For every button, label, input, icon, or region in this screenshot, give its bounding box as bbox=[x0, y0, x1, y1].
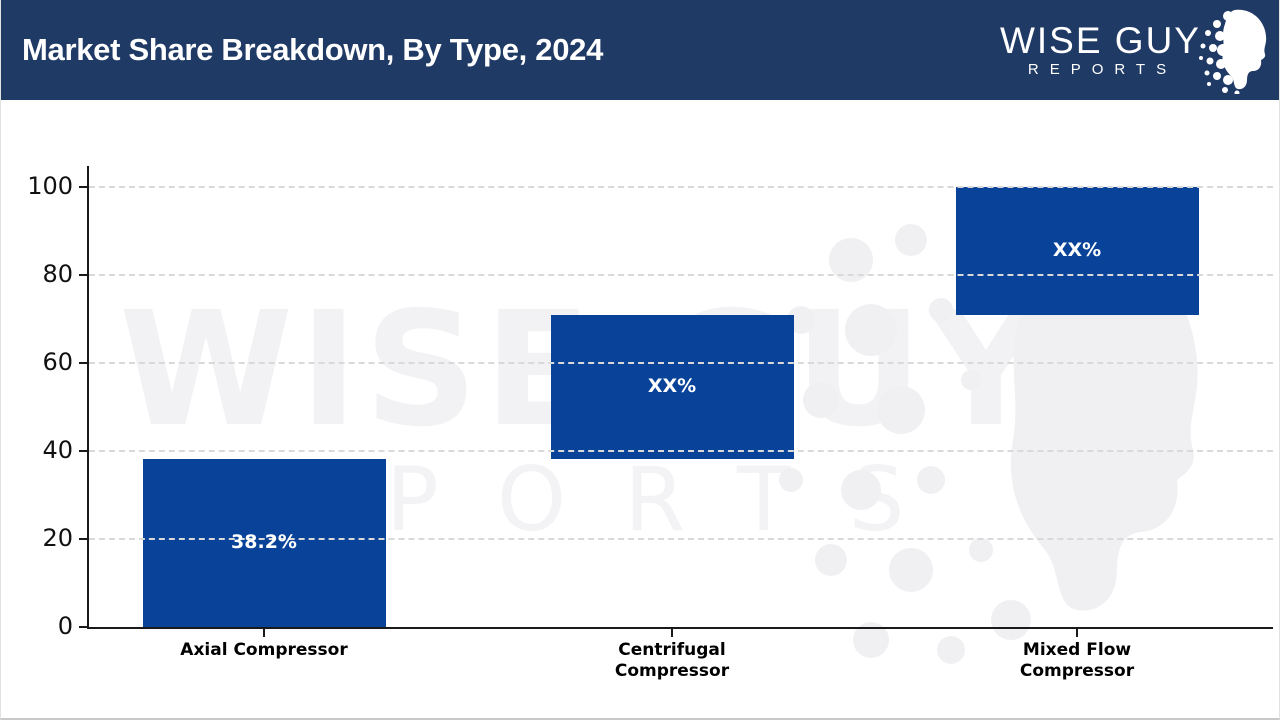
x-tick-mark bbox=[263, 629, 265, 637]
page-title: Market Share Breakdown, By Type, 2024 bbox=[22, 32, 604, 67]
brand-text: WISE GUY REPORTS bbox=[1000, 22, 1201, 78]
grid-line bbox=[89, 361, 1273, 364]
bar-value-label: XX% bbox=[1052, 238, 1102, 261]
brand-face-icon bbox=[1199, 9, 1267, 94]
y-axis bbox=[87, 166, 89, 629]
grid-line bbox=[89, 449, 1273, 452]
y-tick-mark bbox=[79, 185, 88, 188]
y-tick-label: 80 bbox=[42, 259, 73, 288]
y-tick-label: 20 bbox=[42, 523, 73, 552]
grid-line bbox=[89, 185, 1273, 188]
brand-subtitle: REPORTS bbox=[1027, 61, 1178, 78]
y-tick-mark bbox=[79, 449, 88, 452]
plot: 38.2% XX% XX% 0 20 40 60 80 100 Axial Compressor C… bbox=[1, 100, 1279, 718]
y-tick-label: 100 bbox=[27, 171, 73, 200]
brand-name: WISE GUY bbox=[999, 20, 1201, 61]
x-category-label: Centrifugal Compressor bbox=[614, 640, 730, 682]
y-tick-mark bbox=[79, 361, 88, 364]
y-tick-label: 0 bbox=[57, 612, 73, 640]
bar-segment bbox=[142, 458, 386, 627]
y-tick-mark bbox=[79, 537, 88, 540]
header-banner: Market Share Breakdown, By Type, 2024 WI… bbox=[1, 0, 1279, 100]
y-tick-label: 40 bbox=[42, 435, 73, 464]
brand-logo: WISE GUY REPORTS bbox=[1000, 6, 1279, 94]
x-tick-mark bbox=[671, 629, 673, 637]
chart-area: WISE GUY REPORTS 38.2% XX% XX% 0 20 40 60 80 100… bbox=[1, 100, 1279, 718]
y-tick-mark bbox=[79, 273, 88, 276]
bar-value-label: XX% bbox=[647, 374, 697, 397]
x-tick-mark bbox=[1076, 629, 1078, 637]
grid-line bbox=[89, 537, 1273, 540]
y-tick-label: 60 bbox=[42, 347, 73, 376]
x-axis bbox=[87, 627, 1273, 629]
x-category-label: Mixed Flow Compressor bbox=[1019, 640, 1135, 682]
bar-segment bbox=[550, 315, 794, 459]
grid-line bbox=[89, 273, 1273, 276]
bar-value-label: 38.2% bbox=[231, 530, 297, 553]
y-tick-mark bbox=[79, 626, 88, 628]
x-category-label: Axial Compressor bbox=[180, 640, 348, 660]
